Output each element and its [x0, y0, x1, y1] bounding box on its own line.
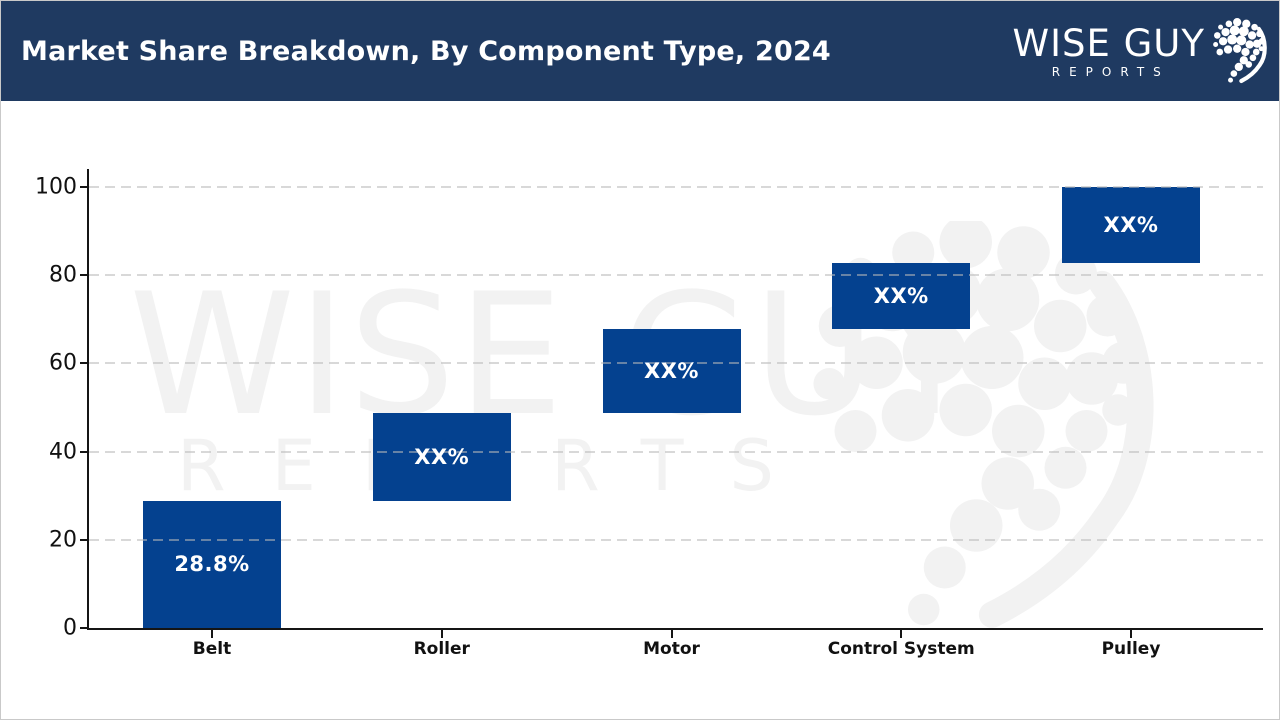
x-tick-mark-0	[211, 630, 213, 638]
bar-value-label: XX%	[414, 444, 470, 469]
x-tick-mark-4	[1130, 630, 1132, 638]
bar-value-label: XX%	[1103, 212, 1159, 237]
y-tick-label-20: 20	[49, 527, 77, 553]
x-tick-label-3: Control System	[827, 639, 975, 659]
grid-line-60	[89, 362, 1263, 365]
y-tick-label-80: 80	[49, 262, 77, 288]
x-tick-mark-3	[900, 630, 903, 638]
y-tick-mark-0	[80, 627, 88, 629]
brand-logo-face-icon	[1213, 18, 1267, 84]
y-tick-mark-60	[80, 362, 88, 365]
bar-roller	[372, 412, 511, 501]
x-tick-label-0: Belt	[192, 639, 232, 659]
bar-value-label: XX%	[873, 283, 929, 308]
y-tick-mark-80	[80, 274, 88, 277]
x-tick-label-1: Roller	[413, 639, 470, 659]
x-axis-line	[87, 628, 1263, 630]
brand-logo: WISE GUY REPORTS	[1013, 9, 1267, 95]
bar-pulley	[1062, 187, 1200, 263]
y-tick-label-60: 60	[49, 350, 77, 376]
brand-logo-name: WISE GUY	[1012, 22, 1205, 65]
grid-line-80	[89, 274, 1263, 277]
y-tick-label-40: 40	[49, 439, 77, 465]
bar-belt	[143, 500, 281, 628]
grid-line-100	[89, 186, 1263, 188]
y-tick-mark-40	[80, 450, 88, 453]
grid-line-40	[89, 450, 1263, 453]
grid-line-20	[89, 538, 1263, 541]
y-tick-mark-100	[80, 186, 88, 188]
y-axis-line	[87, 169, 89, 630]
y-tick-label-0: 0	[63, 615, 77, 641]
x-tick-mark-1	[440, 630, 443, 638]
header-bar: Market Share Breakdown, By Component Typ…	[1, 1, 1279, 101]
x-tick-label-2: Motor	[643, 639, 700, 659]
bar-value-label: 28.8%	[174, 552, 250, 577]
bar-motor	[602, 329, 741, 413]
y-tick-mark-20	[80, 538, 88, 541]
y-tick-label-100: 100	[35, 174, 77, 200]
bar-value-label: XX%	[644, 358, 699, 383]
chart-title: Market Share Breakdown, By Component Typ…	[21, 35, 831, 67]
x-tick-label-4: Pulley	[1101, 639, 1161, 659]
brand-logo-subtitle: REPORTS	[1051, 65, 1170, 79]
brand-logo-text: WISE GUY REPORTS	[1013, 25, 1205, 79]
x-tick-mark-2	[670, 630, 673, 638]
